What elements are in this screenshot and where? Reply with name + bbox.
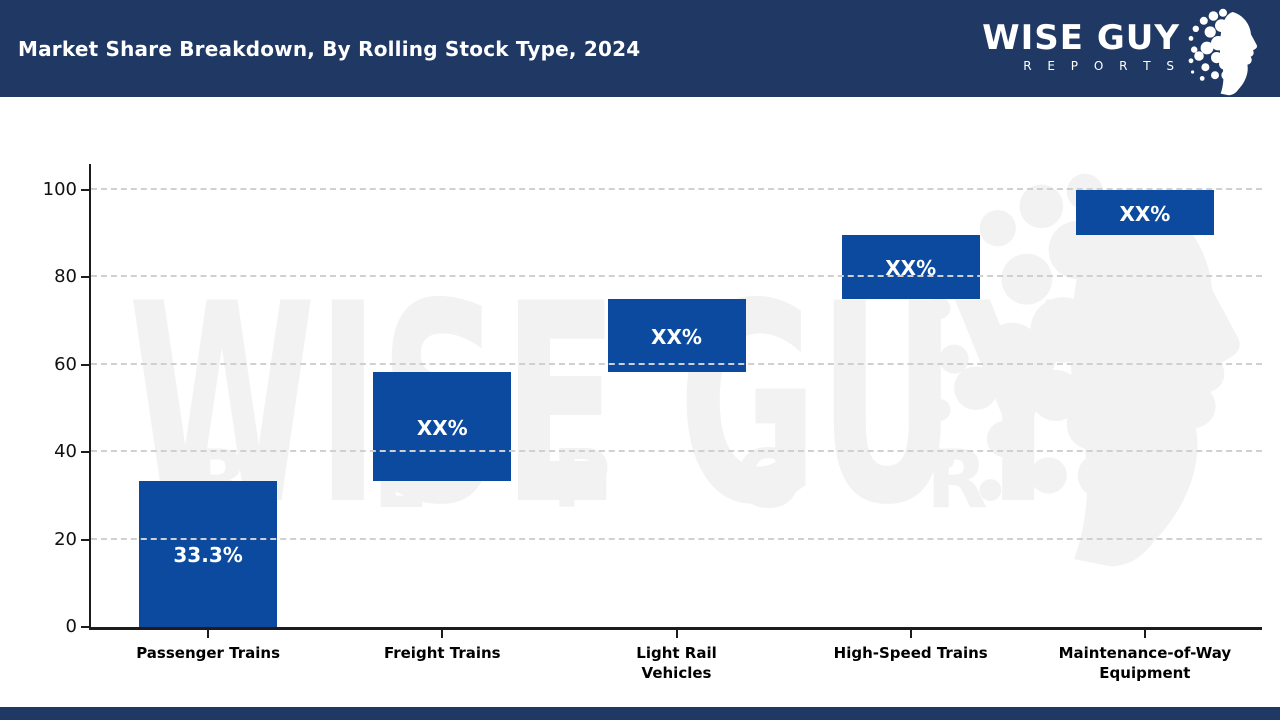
x-tick-mark bbox=[675, 630, 678, 638]
bar bbox=[373, 372, 512, 482]
y-tick-mark bbox=[81, 189, 89, 191]
bar-value-label: XX% bbox=[1119, 201, 1171, 226]
x-category-label-line: Equipment bbox=[1099, 664, 1191, 682]
dotted-head-icon bbox=[1188, 8, 1258, 96]
bar bbox=[1075, 190, 1214, 236]
bar-value-label: XX% bbox=[416, 415, 468, 440]
y-tick-label: 100 bbox=[42, 179, 77, 200]
brand-text: WISE GUY R E P O R T S bbox=[982, 20, 1180, 74]
x-category-label-line: Freight Trains bbox=[383, 644, 501, 662]
y-tick-mark bbox=[81, 451, 89, 454]
y-tick-mark bbox=[81, 538, 89, 541]
y-tick-label: 0 bbox=[65, 616, 77, 637]
footer-bar bbox=[0, 707, 1280, 720]
y-tick-label: 20 bbox=[54, 528, 77, 550]
x-tick-mark bbox=[1143, 630, 1146, 638]
x-category-label-line: Maintenance-of-Way bbox=[1058, 644, 1232, 662]
chart-title: Market Share Breakdown, By Rolling Stock… bbox=[18, 36, 641, 61]
header-bar: Market Share Breakdown, By Rolling Stock… bbox=[0, 0, 1280, 97]
watermark-wordmark: WISE GUY bbox=[128, 245, 1080, 565]
brand-logo: WISE GUY R E P O R T S bbox=[982, 0, 1268, 97]
x-category-label: High-Speed Trains bbox=[791, 643, 1031, 663]
x-category-label-line: Passenger Trains bbox=[136, 644, 281, 662]
y-tick-mark bbox=[81, 363, 89, 366]
y-tick-label: 80 bbox=[54, 266, 77, 288]
x-category-label-line: Light Rail bbox=[636, 644, 717, 662]
x-tick-mark bbox=[441, 630, 444, 638]
y-tick-label: 40 bbox=[54, 441, 77, 463]
gridline bbox=[91, 275, 1262, 278]
x-tick-mark bbox=[207, 630, 210, 638]
bar bbox=[841, 235, 980, 300]
brand-line1: WISE GUY bbox=[982, 18, 1180, 58]
x-category-label-line: High-Speed Trains bbox=[833, 644, 988, 662]
gridline bbox=[91, 450, 1262, 453]
x-category-label: Passenger Trains bbox=[88, 643, 328, 663]
gridline bbox=[91, 362, 1262, 365]
bar-value-label: XX% bbox=[651, 324, 702, 349]
bar bbox=[139, 481, 278, 627]
y-tick-mark bbox=[81, 276, 89, 279]
x-category-label: Freight Trains bbox=[322, 643, 562, 663]
bar bbox=[607, 299, 746, 373]
bar-value-label: 33.3% bbox=[173, 543, 243, 568]
y-tick-label: 60 bbox=[54, 353, 77, 375]
x-tick-mark bbox=[909, 630, 912, 638]
x-category-label: Light Rail Vehicles bbox=[557, 643, 797, 683]
brand-line2: R E P O R T S bbox=[1023, 59, 1180, 73]
gridline bbox=[91, 537, 1262, 540]
x-category-label-line: Vehicles bbox=[641, 664, 712, 682]
bar-value-label: XX% bbox=[885, 256, 937, 281]
plot-area: 0 20 40 60 80 100 33.3% Passenger Trains XX% Frei… bbox=[43, 164, 1262, 682]
x-category-label: Maintenance-of-Way Equipment bbox=[1025, 643, 1265, 683]
y-tick-mark bbox=[81, 626, 89, 628]
gridline bbox=[91, 188, 1262, 190]
